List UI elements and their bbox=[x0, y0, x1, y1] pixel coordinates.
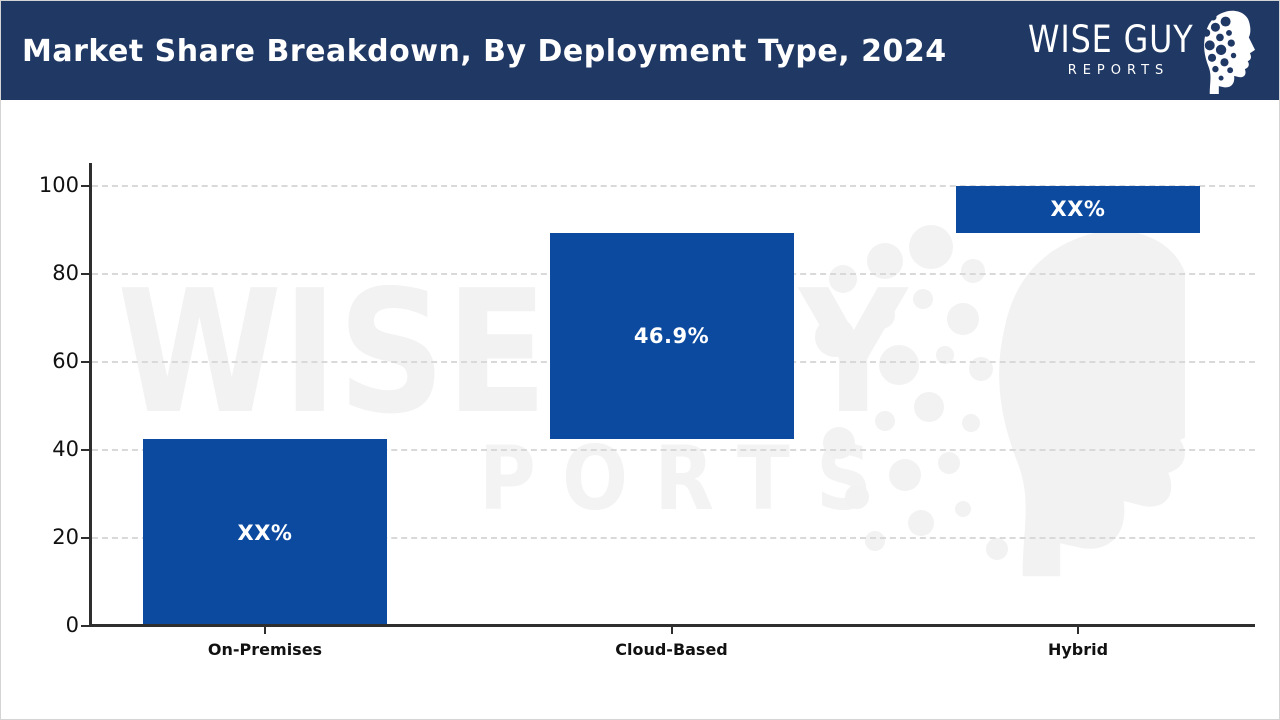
x-tick-on-premises bbox=[264, 627, 266, 634]
bar-value-label-on-premises: XX% bbox=[237, 520, 293, 545]
wise-guy-reports-logo: WISE GUY REPORTS bbox=[1028, 1, 1273, 100]
logo-wordmark: WISE GUY bbox=[1028, 18, 1194, 61]
logo-text: WISE GUY REPORTS bbox=[1028, 18, 1203, 78]
y-tick-label-100: 100 bbox=[38, 173, 79, 197]
category-label-on-premises: On-Premises bbox=[207, 640, 323, 659]
bar-value-label-hybrid: XX% bbox=[1050, 197, 1106, 222]
y-axis-line bbox=[89, 163, 92, 627]
watermark-face-icon bbox=[815, 225, 1185, 577]
plot-area: 0 20 40 60 80 100 XX% On-Premises 46.9% Cloud-Bas… bbox=[1, 100, 1279, 719]
x-axis-line bbox=[89, 624, 1255, 627]
bar-hybrid: XX% bbox=[956, 185, 1200, 233]
y-tick-60 bbox=[81, 361, 90, 363]
y-tick-label-0: 0 bbox=[65, 613, 79, 637]
y-tick-label-60: 60 bbox=[52, 349, 79, 373]
y-tick-100 bbox=[81, 185, 90, 187]
y-tick-label-80: 80 bbox=[52, 261, 79, 285]
x-tick-cloud-based bbox=[670, 627, 673, 634]
gridline-40 bbox=[92, 449, 1255, 451]
y-tick-label-20: 20 bbox=[52, 525, 79, 549]
y-tick-40 bbox=[81, 449, 90, 451]
y-tick-80 bbox=[81, 273, 90, 275]
y-tick-label-40: 40 bbox=[52, 437, 79, 461]
gridline-20 bbox=[92, 537, 1255, 539]
bar-on-premises: XX% bbox=[143, 439, 387, 626]
header-band: Market Share Breakdown, By Deployment Ty… bbox=[1, 1, 1279, 100]
bar-cloud-based: 46.9% bbox=[549, 232, 794, 439]
y-tick-20 bbox=[81, 537, 90, 539]
category-label-cloud-based: Cloud-Based bbox=[615, 640, 728, 659]
y-tick-0 bbox=[81, 625, 90, 627]
bar-value-label-cloud-based: 46.9% bbox=[633, 323, 710, 348]
category-label-hybrid: Hybrid bbox=[1047, 640, 1109, 659]
gridline-100 bbox=[92, 185, 1255, 187]
logo-subtitle: REPORTS bbox=[1067, 63, 1170, 78]
x-tick-hybrid bbox=[1077, 627, 1079, 634]
logo-face-icon bbox=[1202, 10, 1256, 94]
chart-title: Market Share Breakdown, By Deployment Ty… bbox=[22, 34, 947, 69]
